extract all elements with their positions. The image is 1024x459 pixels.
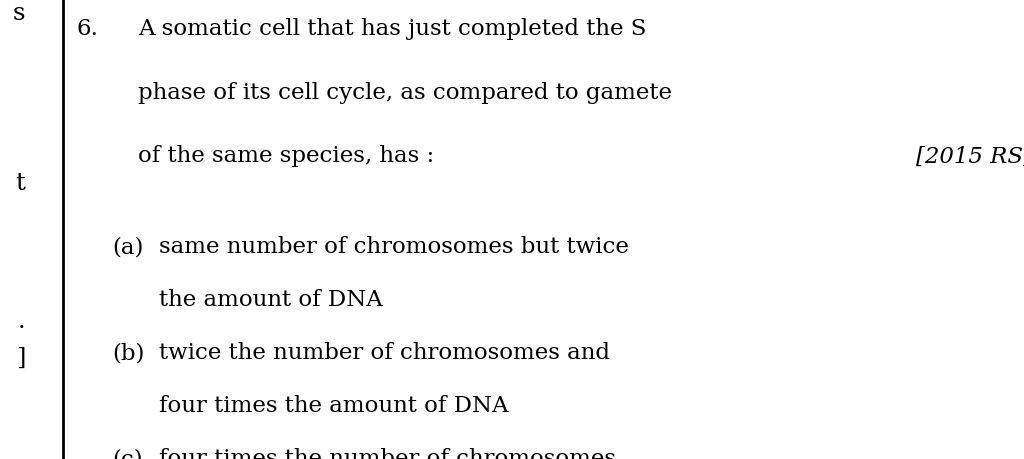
Text: t: t [15, 172, 26, 195]
Text: four times the amount of DNA: four times the amount of DNA [159, 394, 508, 416]
Text: 6.: 6. [77, 18, 98, 40]
Text: (c): (c) [113, 447, 143, 459]
Text: of the same species, has :: of the same species, has : [138, 145, 434, 167]
Text: phase of its cell cycle, as compared to gamete: phase of its cell cycle, as compared to … [138, 82, 672, 104]
Text: A somatic cell that has just completed the S: A somatic cell that has just completed t… [138, 18, 646, 40]
Text: the amount of DNA: the amount of DNA [159, 289, 383, 311]
Text: ]: ] [16, 347, 26, 369]
Text: (a): (a) [113, 236, 144, 258]
Text: (b): (b) [113, 341, 145, 364]
Text: same number of chromosomes but twice: same number of chromosomes but twice [159, 236, 629, 258]
Text: [2015 RS]: [2015 RS] [916, 145, 1024, 167]
Text: twice the number of chromosomes and: twice the number of chromosomes and [159, 341, 609, 364]
Text: four times the number of chromosomes: four times the number of chromosomes [159, 447, 615, 459]
Text: s: s [13, 2, 26, 25]
Text: .: . [18, 310, 26, 333]
